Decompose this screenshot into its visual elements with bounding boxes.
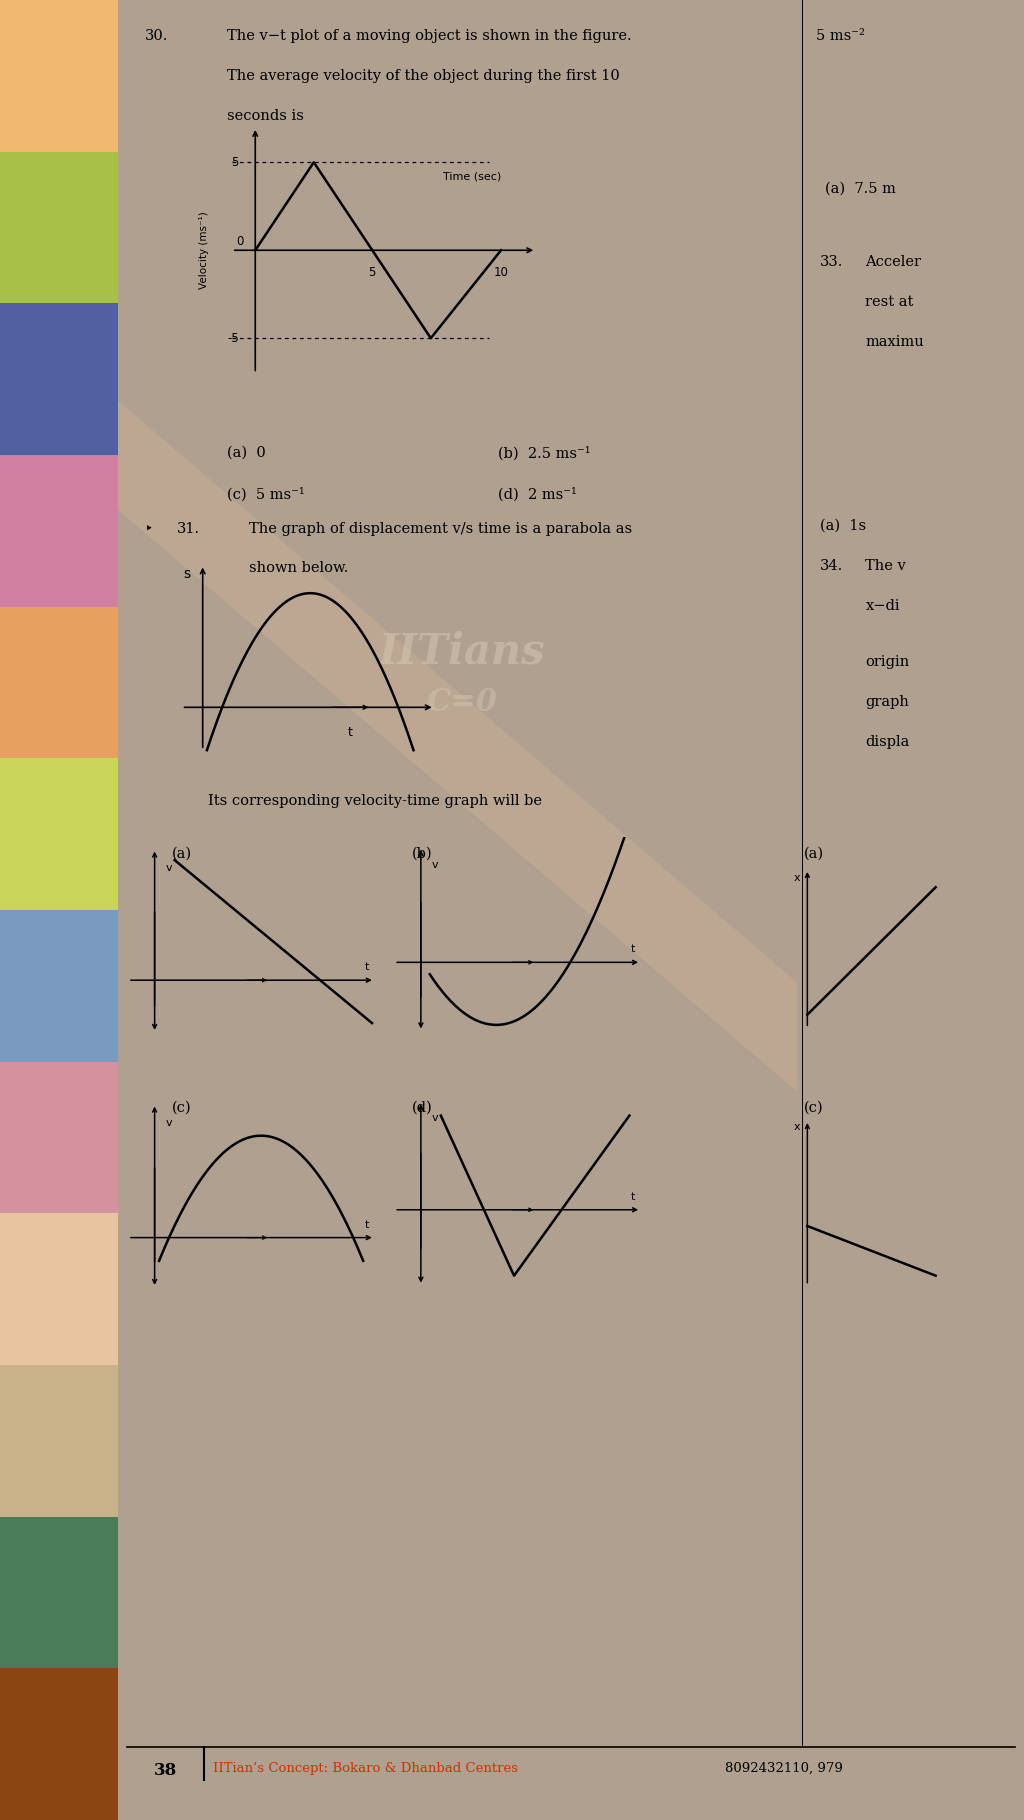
Text: (a): (a) [804, 846, 824, 861]
Polygon shape [118, 400, 798, 1092]
Text: v: v [165, 863, 172, 874]
Text: maximu: maximu [865, 335, 924, 349]
Text: t: t [631, 1192, 636, 1201]
Text: graph: graph [865, 695, 909, 710]
Bar [0, 1516, 118, 1669]
Text: (d)  2 ms⁻¹: (d) 2 ms⁻¹ [499, 488, 578, 502]
Text: 10: 10 [494, 266, 509, 278]
Bar [0, 1061, 118, 1214]
Text: (d): (d) [413, 1101, 433, 1116]
Bar [0, 0, 118, 151]
Text: (a): (a) [172, 846, 193, 861]
Text: 8092432110, 979: 8092432110, 979 [725, 1762, 843, 1774]
Text: s: s [183, 568, 190, 581]
Text: v: v [165, 1117, 172, 1128]
Text: -5: -5 [227, 331, 239, 344]
Text: x: x [794, 1121, 801, 1132]
Text: 5: 5 [231, 157, 239, 169]
Text: shown below.: shown below. [249, 561, 348, 575]
Text: (c)  5 ms⁻¹: (c) 5 ms⁻¹ [226, 488, 304, 502]
Text: 33.: 33. [820, 255, 844, 269]
Text: ‣: ‣ [145, 522, 153, 537]
Text: (b)  2.5 ms⁻¹: (b) 2.5 ms⁻¹ [499, 446, 591, 460]
Text: (c): (c) [804, 1101, 823, 1116]
Text: displa: displa [865, 735, 909, 750]
Text: 30.: 30. [145, 29, 168, 44]
Text: (a)  0: (a) 0 [226, 446, 265, 460]
Bar [0, 455, 118, 606]
Text: origin: origin [865, 655, 909, 670]
Text: (b): (b) [413, 846, 433, 861]
Text: The graph of displacement v/s time is a parabola as: The graph of displacement v/s time is a … [249, 522, 632, 537]
Text: t: t [348, 726, 352, 739]
Text: IITian’s Concept: Bokaro & Dhanbad Centres: IITian’s Concept: Bokaro & Dhanbad Centr… [213, 1762, 518, 1774]
Text: The v: The v [865, 559, 906, 573]
Text: Time (sec): Time (sec) [442, 171, 501, 180]
Text: (a)  7.5 m: (a) 7.5 m [824, 182, 896, 197]
Text: v: v [431, 859, 438, 870]
Text: (c): (c) [172, 1101, 191, 1116]
Text: rest at: rest at [865, 295, 913, 309]
Bar [0, 1214, 118, 1365]
Text: The average velocity of the object during the first 10: The average velocity of the object durin… [226, 69, 620, 84]
Text: 0: 0 [237, 235, 244, 248]
Bar [0, 606, 118, 759]
Text: t: t [365, 963, 370, 972]
Text: x: x [794, 874, 801, 883]
Text: IITians: IITians [379, 630, 546, 673]
Text: Velocity (ms⁻¹): Velocity (ms⁻¹) [199, 211, 209, 289]
Bar [0, 151, 118, 304]
Text: v: v [431, 1114, 438, 1123]
Text: t: t [365, 1219, 370, 1230]
Bar [0, 910, 118, 1061]
Text: Its corresponding velocity-time graph will be: Its corresponding velocity-time graph wi… [209, 794, 543, 808]
Text: seconds is: seconds is [226, 109, 303, 124]
Bar [0, 1669, 118, 1820]
Text: t: t [631, 945, 636, 954]
Text: 5: 5 [369, 266, 376, 278]
Text: 5 ms⁻²: 5 ms⁻² [815, 29, 864, 44]
Text: 34.: 34. [820, 559, 844, 573]
Text: 31.: 31. [177, 522, 200, 537]
Text: The v−t plot of a moving object is shown in the figure.: The v−t plot of a moving object is shown… [226, 29, 631, 44]
Text: 38: 38 [154, 1762, 177, 1778]
Bar [0, 1365, 118, 1516]
Text: (a)  1s: (a) 1s [820, 519, 866, 533]
Bar [0, 304, 118, 455]
Bar [0, 759, 118, 910]
Text: x−di: x−di [865, 599, 900, 613]
Text: Acceler: Acceler [865, 255, 922, 269]
Text: C=0: C=0 [427, 686, 498, 719]
